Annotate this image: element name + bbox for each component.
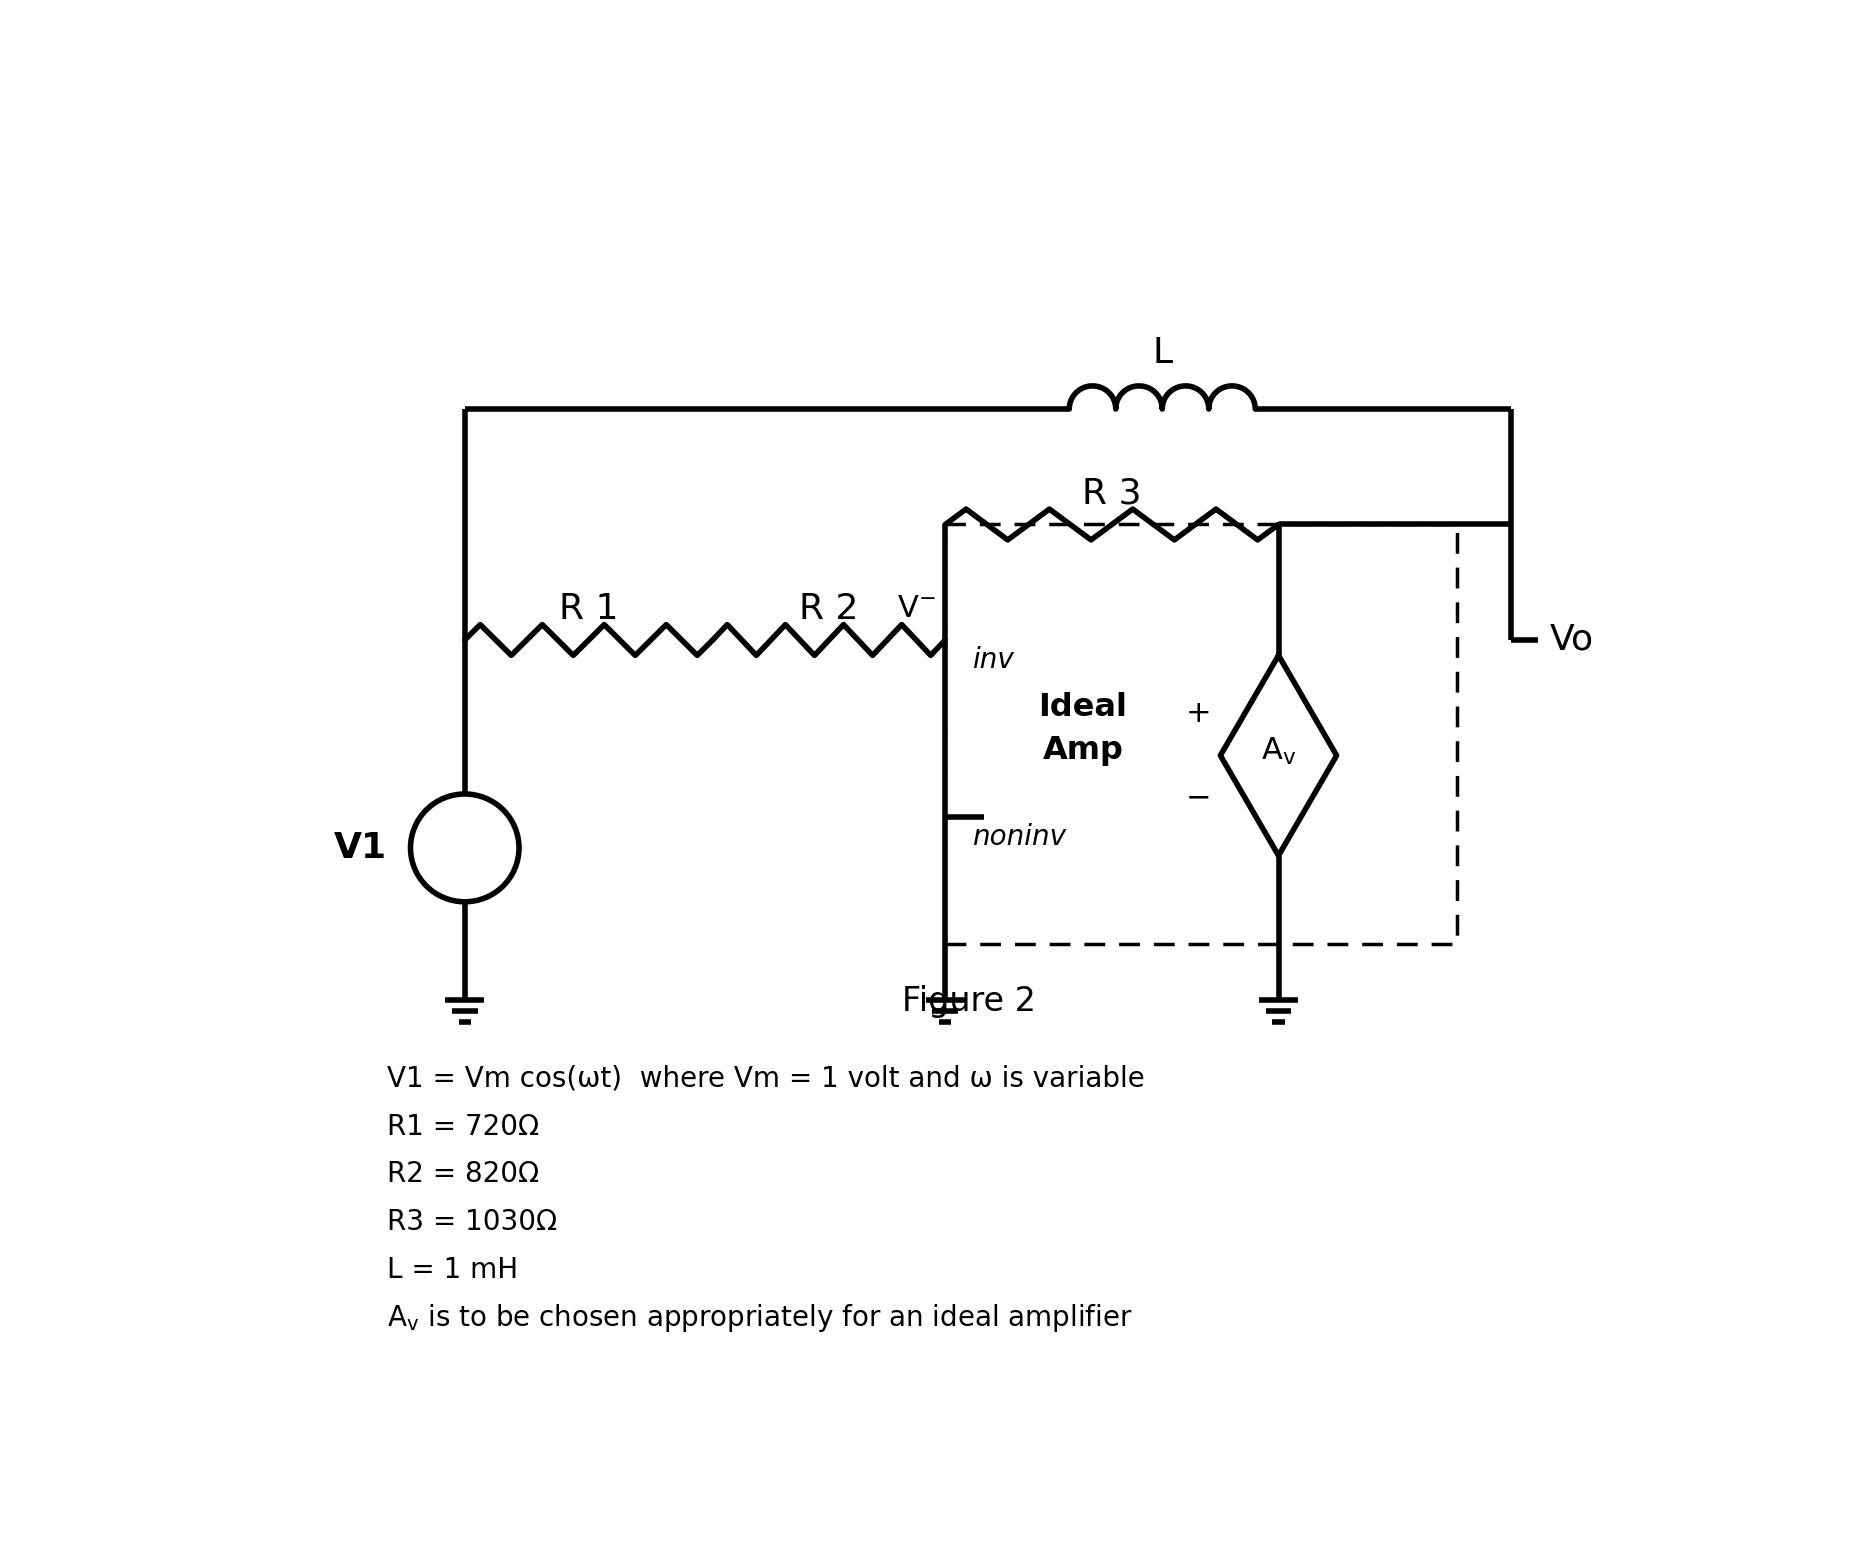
Text: Vo: Vo — [1549, 623, 1593, 656]
Text: Figure 2: Figure 2 — [901, 985, 1034, 1019]
Text: R 1: R 1 — [559, 592, 618, 626]
Text: V1: V1 — [334, 831, 386, 865]
Text: R1 = 720Ω: R1 = 720Ω — [386, 1113, 539, 1140]
Text: A$_{\mathregular{v}}$ is to be chosen appropriately for an ideal amplifier: A$_{\mathregular{v}}$ is to be chosen ap… — [386, 1302, 1133, 1333]
Text: noninv: noninv — [971, 823, 1066, 851]
Text: V$^{-}$: V$^{-}$ — [897, 593, 936, 623]
Text: L: L — [1151, 336, 1172, 370]
Text: Ideal
Amp: Ideal Amp — [1038, 692, 1127, 766]
Text: R 2: R 2 — [799, 592, 858, 626]
Text: L = 1 mH: L = 1 mH — [386, 1256, 518, 1284]
Text: R3 = 1030Ω: R3 = 1030Ω — [386, 1208, 557, 1236]
Text: A$_{\mathregular{v}}$: A$_{\mathregular{v}}$ — [1261, 737, 1296, 767]
Text: R 3: R 3 — [1081, 476, 1140, 510]
Text: R2 = 820Ω: R2 = 820Ω — [386, 1160, 539, 1188]
Text: inv: inv — [971, 646, 1014, 673]
Text: V1 = Vm cos(ωt)  where Vm = 1 volt and ω is variable: V1 = Vm cos(ωt) where Vm = 1 volt and ω … — [386, 1065, 1144, 1093]
Text: −: − — [1185, 783, 1211, 812]
Text: +: + — [1185, 698, 1211, 727]
